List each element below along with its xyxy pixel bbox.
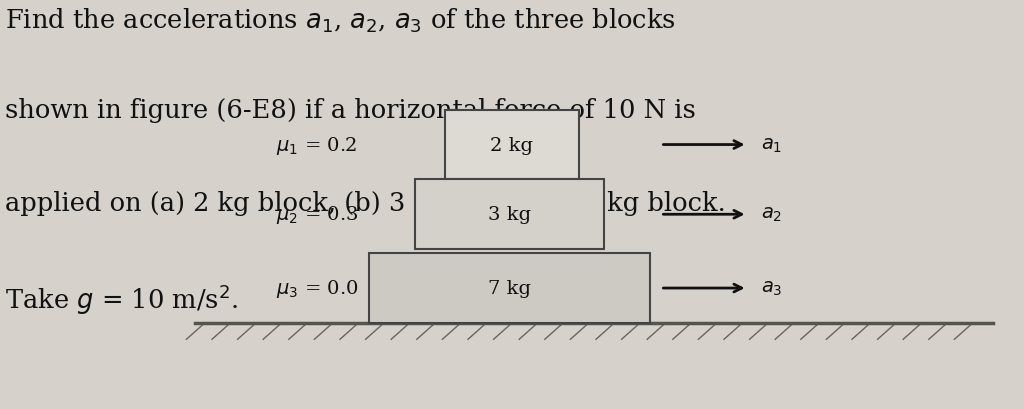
Text: applied on (a) 2 kg block, (b) 3 kg block, (c) 7 kg block.: applied on (a) 2 kg block, (b) 3 kg bloc…: [5, 190, 726, 215]
Text: $a_2$: $a_2$: [761, 206, 782, 224]
Text: Find the accelerations $a_1$, $a_2$, $a_3$ of the three blocks: Find the accelerations $a_1$, $a_2$, $a_…: [5, 6, 676, 35]
Text: 3 kg: 3 kg: [487, 206, 531, 224]
Text: shown in figure (6-E8) if a horizontal force of 10 N is: shown in figure (6-E8) if a horizontal f…: [5, 98, 696, 123]
Bar: [445, 110, 579, 180]
Text: 2 kg: 2 kg: [490, 136, 534, 154]
Text: $\mu_2$ = 0.3: $\mu_2$ = 0.3: [276, 204, 358, 226]
Text: $\mu_1$ = 0.2: $\mu_1$ = 0.2: [276, 134, 357, 156]
Bar: [415, 180, 604, 249]
Text: $\mu_3$ = 0.0: $\mu_3$ = 0.0: [276, 277, 358, 299]
Text: $a_1$: $a_1$: [761, 136, 782, 154]
Text: 7 kg: 7 kg: [488, 279, 530, 297]
Text: $a_3$: $a_3$: [761, 279, 782, 297]
Bar: [369, 254, 650, 323]
Text: Take $g$ = 10 m/s$^2$.: Take $g$ = 10 m/s$^2$.: [5, 282, 239, 317]
